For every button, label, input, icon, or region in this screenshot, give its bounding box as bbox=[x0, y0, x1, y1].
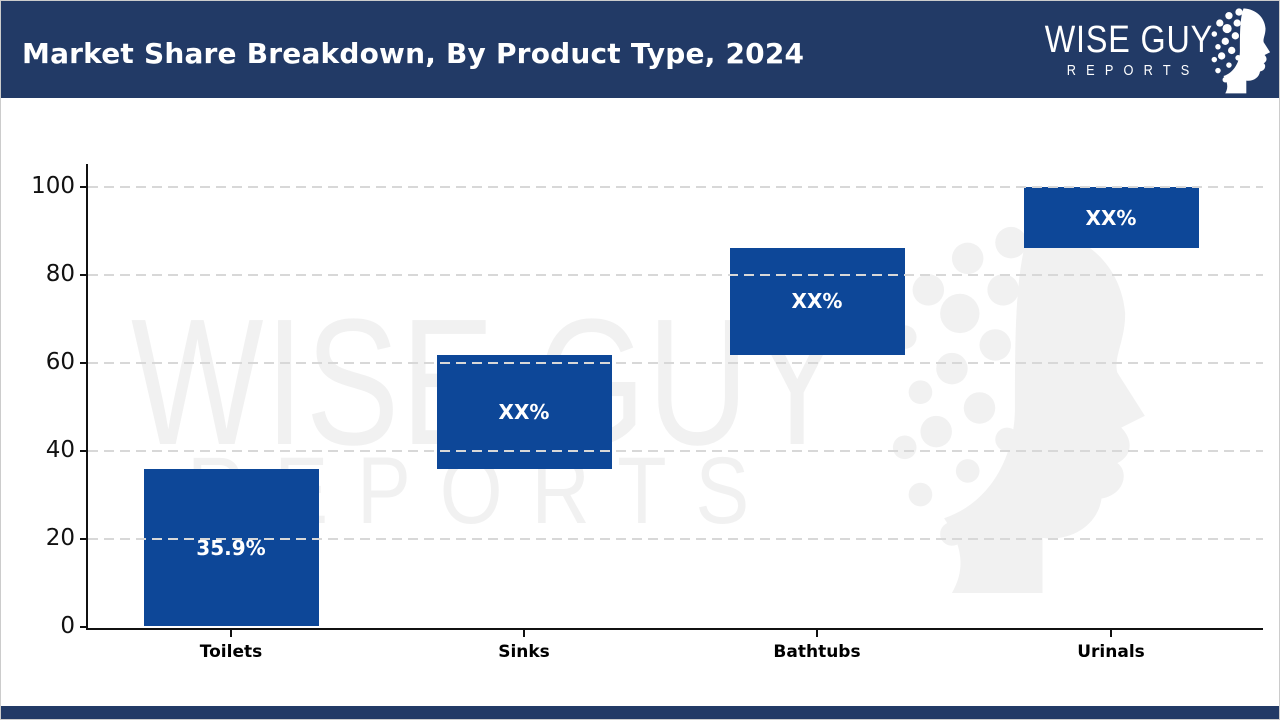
category-label-toilets: Toilets bbox=[199, 642, 263, 662]
gridline bbox=[88, 449, 1263, 452]
y-tick-mark bbox=[80, 537, 87, 540]
gridline bbox=[88, 274, 1263, 277]
x-tick-mark bbox=[1110, 630, 1112, 637]
x-tick-mark bbox=[230, 630, 232, 637]
y-axis-line bbox=[86, 164, 88, 630]
gridline bbox=[88, 537, 1263, 540]
x-tick-mark bbox=[523, 630, 525, 637]
y-tick-label: 60 bbox=[45, 348, 75, 375]
brand-logo-text: WISE GUY REPORTS bbox=[1045, 21, 1213, 79]
y-tick-label: 40 bbox=[45, 436, 75, 463]
y-tick-mark bbox=[80, 186, 87, 189]
bar-value-label: XX% bbox=[1085, 205, 1137, 230]
waterfall-bar-toilets: 35.9% bbox=[143, 468, 319, 627]
y-tick-label: 0 bbox=[60, 612, 75, 639]
gridline bbox=[88, 186, 1263, 189]
waterfall-bar-bathtubs: XX% bbox=[729, 248, 905, 355]
y-tick-label: 80 bbox=[45, 261, 75, 288]
brand-name: WISE GUY bbox=[1044, 19, 1213, 61]
category-label-bathtubs: Bathtubs bbox=[773, 642, 861, 662]
y-tick-mark bbox=[80, 274, 87, 277]
category-label-urinals: Urinals bbox=[1077, 642, 1145, 662]
wiseguy-face-icon bbox=[1211, 8, 1271, 94]
x-axis-line bbox=[86, 628, 1263, 630]
footer-band bbox=[1, 706, 1279, 719]
y-tick-mark bbox=[80, 449, 87, 452]
y-tick-label: 20 bbox=[45, 524, 75, 551]
waterfall-bar-urinals: XX% bbox=[1023, 187, 1199, 249]
gridline bbox=[88, 361, 1263, 364]
x-tick-mark bbox=[816, 630, 818, 637]
y-tick-mark bbox=[80, 361, 87, 364]
bar-value-label: XX% bbox=[498, 399, 550, 424]
waterfall-bar-sinks: XX% bbox=[436, 354, 612, 469]
y-tick-label: 100 bbox=[31, 173, 75, 200]
page-title: Market Share Breakdown, By Product Type,… bbox=[22, 37, 805, 70]
bar-value-label: XX% bbox=[791, 289, 843, 314]
category-label-sinks: Sinks bbox=[498, 642, 550, 662]
header-band: Market Share Breakdown, By Product Type,… bbox=[1, 1, 1279, 98]
brand-subname: REPORTS bbox=[1066, 62, 1200, 79]
brand-logo: WISE GUY REPORTS bbox=[1015, 5, 1271, 95]
y-tick-mark bbox=[80, 625, 87, 628]
